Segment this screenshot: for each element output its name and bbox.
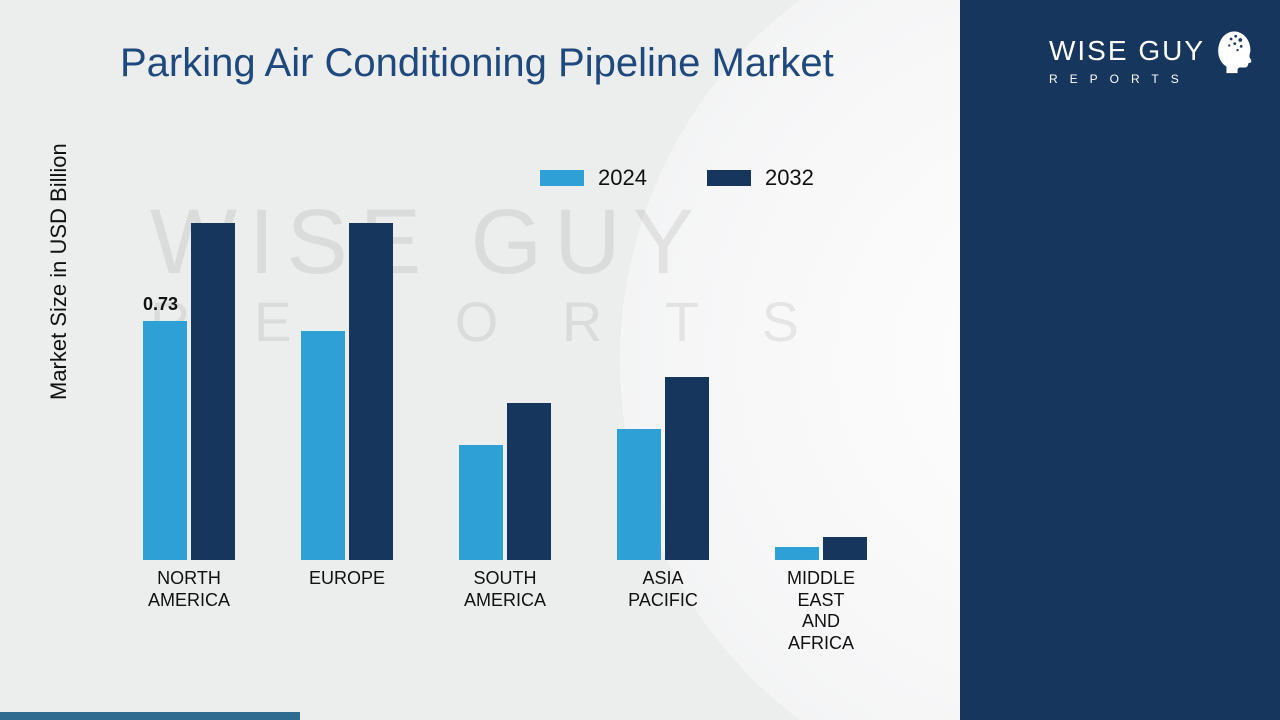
legend: 2024 2032 <box>540 165 814 191</box>
bar-2032 <box>507 403 551 560</box>
bar-2032 <box>823 537 867 560</box>
logo-sub: REPORTS <box>1049 72 1255 86</box>
page: WISE GUY R E P O R T S WISE GUY REPORTS … <box>0 0 1280 720</box>
x-axis-label: ASIAPACIFIC <box>584 568 742 611</box>
bar-2032 <box>665 377 709 560</box>
legend-label: 2032 <box>765 165 814 191</box>
legend-label: 2024 <box>598 165 647 191</box>
legend-item-2032: 2032 <box>707 165 814 191</box>
right-panel <box>960 0 1280 720</box>
head-icon <box>1209 28 1255 74</box>
bar-2024 <box>459 445 503 560</box>
bottom-accent-bar <box>0 712 300 720</box>
x-axis-label: EUROPE <box>268 568 426 590</box>
x-axis-label: MIDDLEEASTANDAFRICA <box>742 568 900 654</box>
bar-2024 <box>775 547 819 560</box>
bar-2024 <box>143 321 187 560</box>
bar-2032 <box>349 223 393 560</box>
logo-text-a: WISE <box>1049 35 1129 67</box>
y-axis-label: Market Size in USD Billion <box>46 143 72 400</box>
bar-value-label: 0.73 <box>143 294 178 315</box>
bar-2032 <box>191 223 235 560</box>
chart-title: Parking Air Conditioning Pipeline Market <box>120 40 880 86</box>
bar-2024 <box>617 429 661 560</box>
logo: WISE GUY REPORTS <box>1049 28 1255 86</box>
x-axis-label: NORTHAMERICA <box>110 568 268 611</box>
legend-item-2024: 2024 <box>540 165 647 191</box>
legend-swatch <box>540 170 584 186</box>
legend-swatch <box>707 170 751 186</box>
logo-text-b: GUY <box>1138 35 1205 67</box>
chart-plot: 0.73 <box>110 200 900 560</box>
bar-2024 <box>301 331 345 560</box>
x-axis-label: SOUTHAMERICA <box>426 568 584 611</box>
